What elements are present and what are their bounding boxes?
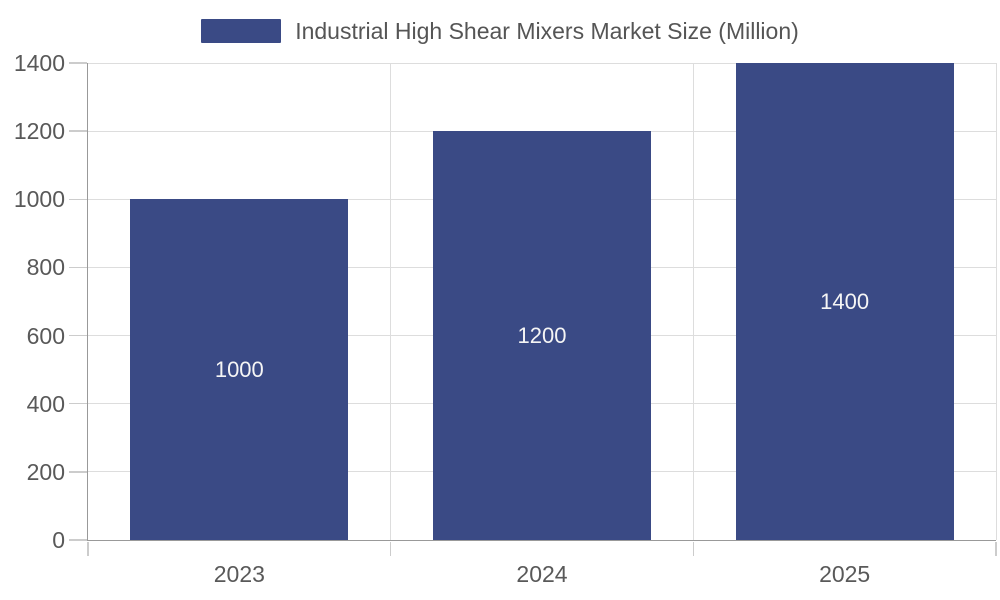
- gridline-vertical: [692, 63, 694, 540]
- y-axis-tick: [69, 130, 87, 132]
- gridline-vertical: [390, 63, 392, 540]
- bar-2023: 1000: [130, 199, 349, 540]
- x-tick-label: 2024: [516, 561, 568, 587]
- y-tick-label: 1000: [13, 186, 65, 213]
- legend-item[interactable]: Industrial High Shear Mixers Market Size…: [201, 18, 799, 44]
- y-tick-label: 0: [52, 527, 65, 553]
- gridline-horizontal: [88, 130, 996, 132]
- x-axis-tick: [389, 542, 392, 556]
- y-axis-tick: [69, 539, 87, 541]
- x-tick-label: 2023: [213, 561, 265, 587]
- y-tick-label: 400: [26, 390, 65, 417]
- y-tick-label: 800: [26, 254, 65, 281]
- y-axis-tick: [69, 266, 87, 269]
- x-axis-tick: [692, 542, 695, 556]
- x-tick-label: 2025: [819, 561, 871, 587]
- gridline-vertical: [995, 63, 997, 540]
- bar-value-label: 1000: [214, 356, 264, 382]
- gridline-horizontal: [88, 62, 996, 64]
- x-axis-tick: [87, 542, 89, 556]
- bar-value-label: 1200: [517, 322, 567, 348]
- y-tick-label: 200: [26, 458, 65, 485]
- legend-swatch-icon: [201, 19, 282, 43]
- y-axis-tick: [69, 198, 87, 201]
- y-axis-tick: [69, 471, 87, 473]
- y-axis-tick: [69, 334, 87, 337]
- y-tick-label: 600: [26, 322, 65, 349]
- y-tick-label: 1200: [13, 118, 65, 145]
- legend-row: Industrial High Shear Mixers Market Size…: [0, 18, 1000, 44]
- plot-area: 1000 1200 1400 0 200 400 600 800 1000 1200 1400 20…: [14, 50, 997, 587]
- bar-2025: 1400: [735, 63, 954, 540]
- x-axis-tick: [995, 542, 997, 556]
- y-tick-label: 1400: [13, 50, 65, 76]
- legend-label: Industrial High Shear Mixers Market Size…: [295, 18, 799, 44]
- y-axis-tick: [69, 62, 87, 64]
- bar-value-label: 1400: [820, 288, 870, 314]
- bar-2024: 1200: [433, 131, 651, 540]
- y-axis-tick: [69, 402, 87, 405]
